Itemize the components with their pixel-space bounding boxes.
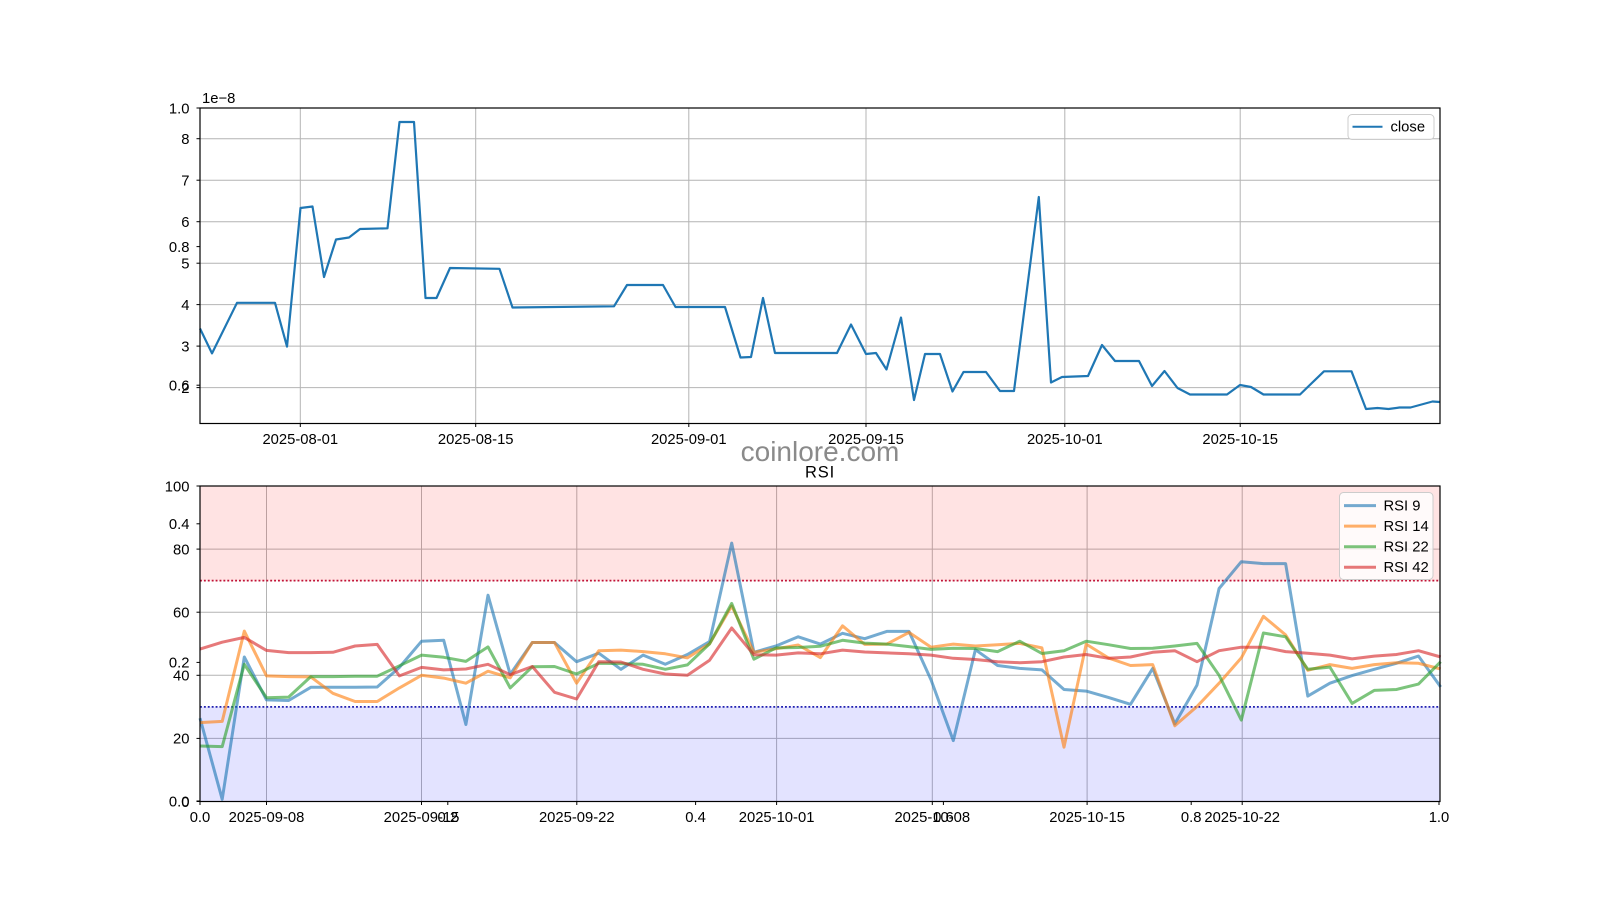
svg-text:5: 5 (181, 257, 189, 273)
svg-text:2025-09-15: 2025-09-15 (828, 432, 904, 448)
svg-text:2025-09-01: 2025-09-01 (651, 432, 727, 448)
svg-text:0.8: 0.8 (169, 240, 190, 256)
svg-text:2025-09-15: 2025-09-15 (384, 810, 460, 826)
svg-text:RSI 42: RSI 42 (1384, 560, 1429, 576)
svg-text:0.0: 0.0 (190, 810, 211, 826)
svg-text:20: 20 (173, 732, 189, 748)
svg-text:2: 2 (181, 381, 189, 397)
svg-text:0.6: 0.6 (933, 810, 954, 826)
svg-text:3: 3 (181, 339, 189, 355)
svg-text:2025-10-22: 2025-10-22 (1204, 810, 1280, 826)
svg-text:60: 60 (173, 606, 189, 622)
svg-text:0.6: 0.6 (169, 379, 190, 395)
svg-text:8: 8 (181, 132, 189, 148)
svg-text:coinlore.com: coinlore.com (741, 436, 900, 467)
svg-text:80: 80 (173, 542, 189, 558)
svg-text:2025-10-01: 2025-10-01 (739, 810, 815, 826)
svg-text:RSI 22: RSI 22 (1384, 540, 1429, 556)
svg-text:0.2: 0.2 (169, 656, 190, 672)
svg-text:100: 100 (165, 479, 190, 495)
svg-text:1.0: 1.0 (169, 101, 190, 117)
svg-text:2025-09-22: 2025-09-22 (539, 810, 615, 826)
svg-text:RSI 14: RSI 14 (1384, 519, 1429, 535)
svg-text:2025-10-08: 2025-10-08 (894, 810, 970, 826)
svg-text:2025-10-15: 2025-10-15 (1202, 432, 1278, 448)
svg-text:0.2: 0.2 (438, 810, 459, 826)
svg-text:2025-08-15: 2025-08-15 (438, 432, 514, 448)
svg-text:0.8: 0.8 (1181, 810, 1202, 826)
svg-text:2025-09-08: 2025-09-08 (229, 810, 305, 826)
svg-text:2025-08-01: 2025-08-01 (262, 432, 338, 448)
svg-text:2025-10-15: 2025-10-15 (1049, 810, 1125, 826)
svg-text:6: 6 (181, 215, 189, 231)
svg-text:4: 4 (181, 298, 189, 314)
svg-text:0.0: 0.0 (169, 794, 190, 810)
svg-text:0: 0 (181, 795, 189, 811)
svg-text:40: 40 (173, 669, 189, 685)
svg-text:0.4: 0.4 (685, 810, 706, 826)
svg-text:close: close (1391, 120, 1426, 136)
svg-text:2025-10-01: 2025-10-01 (1027, 432, 1103, 448)
svg-text:1e−8: 1e−8 (202, 91, 235, 107)
svg-text:0.4: 0.4 (169, 517, 190, 533)
svg-text:1.0: 1.0 (1429, 810, 1450, 826)
svg-text:RSI 9: RSI 9 (1384, 498, 1421, 514)
svg-text:7: 7 (181, 174, 189, 190)
svg-text:RSI: RSI (805, 464, 835, 482)
